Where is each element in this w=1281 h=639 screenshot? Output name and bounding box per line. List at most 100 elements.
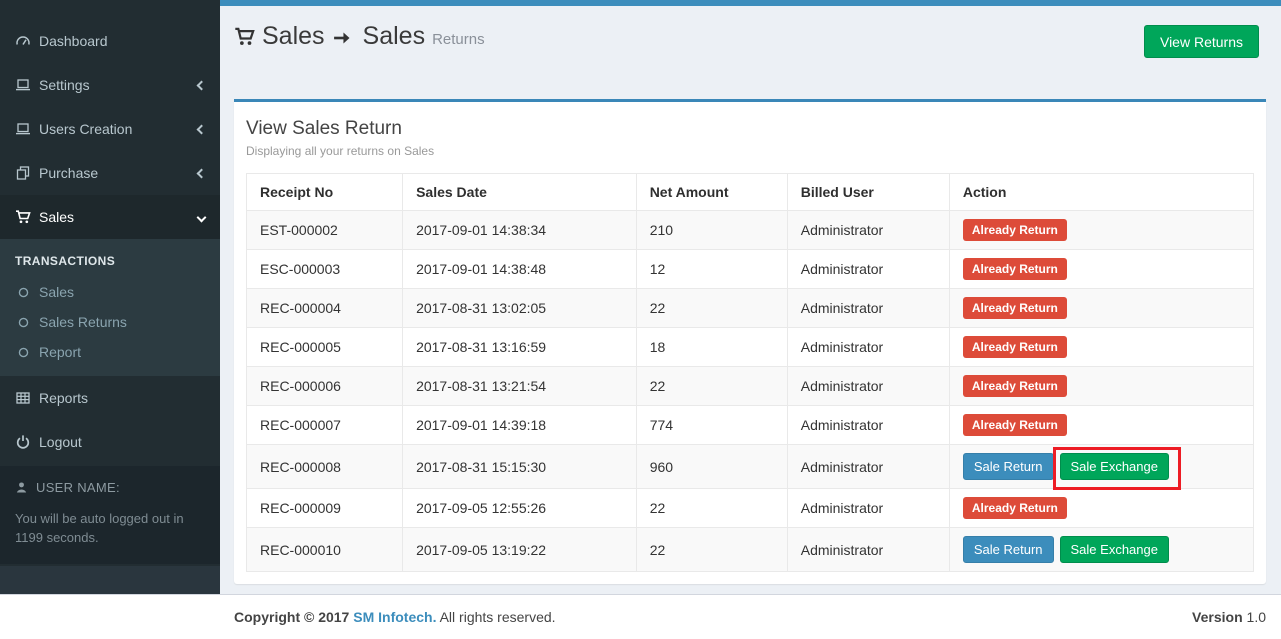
billed-user-cell: Administrator (786, 444, 950, 489)
sidebar-item-label: Reports (39, 390, 89, 406)
net-amount-cell: 22 (635, 527, 788, 572)
copy-icon (15, 165, 39, 181)
sidebar-subitem-sales-returns[interactable]: Sales Returns (0, 307, 220, 337)
sidebar-item-users-creation[interactable]: Users Creation (0, 107, 220, 151)
billed-user-cell: Administrator (786, 288, 950, 328)
table-row: ESC-000003 2017-09-01 14:38:48 12 Administr… (245, 249, 1255, 289)
sidebar-item-dashboard[interactable]: Dashboard (0, 19, 220, 63)
net-amount-cell: 960 (635, 444, 788, 489)
action-cell: Already Return (948, 249, 1255, 289)
main-content: Sales Sales Returns View Returns View Sa… (220, 0, 1281, 594)
dashboard-icon (15, 33, 39, 49)
col-header-sales-date: Sales Date (402, 173, 637, 211)
desktop-icon (15, 121, 39, 137)
action-cell: Already Return (948, 405, 1255, 445)
col-header-billed-user: Billed User (786, 173, 950, 211)
billed-user-cell: Administrator (786, 210, 950, 250)
sidebar-item-reports[interactable]: Reports (0, 376, 220, 420)
sales-date-cell: 2017-09-01 14:39:18 (402, 405, 637, 445)
view-returns-button[interactable]: View Returns (1143, 25, 1259, 58)
sidebar-menu-bottom: Reports Logout (0, 376, 220, 464)
sales-date-cell: 2017-08-31 13:21:54 (402, 366, 637, 406)
sale-return-button[interactable]: Sale Return (962, 453, 1054, 480)
already-return-badge: Already Return (962, 336, 1067, 358)
action-cell: Already Return (948, 366, 1255, 406)
already-return-badge: Already Return (962, 497, 1067, 519)
sale-exchange-button[interactable]: Sale Exchange (1059, 536, 1169, 563)
table-header-row: Receipt No Sales Date Net Amount Billed … (245, 173, 1255, 211)
billed-user-cell: Administrator (786, 527, 950, 572)
chevron-left-icon (196, 80, 207, 90)
net-amount-cell: 22 (635, 488, 788, 528)
sidebar-item-sales[interactable]: Sales (0, 195, 220, 239)
sidebar-item-label: Dashboard (39, 33, 108, 49)
sidebar-subitem-report[interactable]: Report (0, 337, 220, 367)
action-cell: Sale Return Sale Exchange (948, 444, 1255, 490)
circle-icon (18, 287, 29, 297)
table-row: REC-000010 2017-09-05 13:19:22 22 Administr… (245, 527, 1255, 572)
sales-return-panel: View Sales Return Displaying all your re… (234, 99, 1266, 584)
sales-table-body: EST-000002 2017-09-01 14:38:34 210 Administ… (245, 210, 1255, 572)
sale-return-button[interactable]: Sale Return (962, 536, 1054, 563)
net-amount-cell: 774 (635, 405, 788, 445)
circle-icon (18, 347, 29, 357)
table-row: REC-000006 2017-08-31 13:21:54 22 Administr… (245, 366, 1255, 406)
sales-date-cell: 2017-08-31 15:15:30 (402, 444, 637, 489)
col-header-action: Action (948, 173, 1255, 211)
user-name-label: USER NAME: (36, 480, 120, 495)
brand-link[interactable]: SM Infotech. (353, 609, 437, 625)
net-amount-cell: 18 (635, 327, 788, 367)
shopping-cart-icon (15, 209, 39, 225)
sales-date-cell: 2017-09-05 12:55:26 (402, 488, 637, 528)
col-header-receipt-no: Receipt No (245, 173, 404, 211)
net-amount-cell: 12 (635, 249, 788, 289)
receipt-no-cell: REC-000006 (245, 366, 404, 406)
action-cell: Already Return (948, 210, 1255, 250)
highlighted-action: Sale Exchange (1052, 447, 1181, 490)
sidebar-item-label: Purchase (39, 165, 99, 181)
sales-date-cell: 2017-09-01 14:38:34 (402, 210, 637, 250)
sidebar-subitem-label: Sales (39, 284, 75, 300)
already-return-badge: Already Return (962, 258, 1067, 280)
panel-title: View Sales Return (246, 118, 402, 139)
chevron-left-icon (196, 124, 207, 134)
already-return-badge: Already Return (962, 219, 1067, 241)
auto-logout-notice: You will be auto logged out in 1199 seco… (15, 511, 184, 545)
receipt-no-cell: REC-000010 (245, 527, 404, 572)
billed-user-cell: Administrator (786, 488, 950, 528)
table-row: REC-000004 2017-08-31 13:02:05 22 Administr… (245, 288, 1255, 328)
receipt-no-cell: REC-000007 (245, 405, 404, 445)
circle-icon (18, 317, 29, 327)
billed-user-cell: Administrator (786, 327, 950, 367)
transactions-section-label: TRANSACTIONS (15, 254, 116, 268)
table-icon (15, 390, 39, 406)
already-return-badge: Already Return (962, 414, 1067, 436)
sales-date-cell: 2017-09-05 13:19:22 (402, 527, 637, 572)
sidebar-subitem-label: Report (39, 344, 82, 360)
sale-exchange-button[interactable]: Sale Exchange (1059, 453, 1169, 480)
sidebar-user-panel: USER NAME: You will be auto logged out i… (0, 466, 220, 564)
sidebar-item-label: Settings (39, 77, 90, 93)
sidebar: Dashboard Settings Users Creation (0, 0, 220, 594)
net-amount-cell: 22 (635, 366, 788, 406)
cart-icon (235, 27, 255, 45)
billed-user-cell: Administrator (786, 249, 950, 289)
action-cell: Already Return (948, 488, 1255, 528)
sales-date-cell: 2017-08-31 13:02:05 (402, 288, 637, 328)
table-row: REC-000005 2017-08-31 13:16:59 18 Administr… (245, 327, 1255, 367)
laptop-icon (15, 77, 39, 93)
chevron-left-icon (196, 168, 207, 178)
sidebar-item-purchase[interactable]: Purchase (0, 151, 220, 195)
sidebar-item-logout[interactable]: Logout (0, 420, 220, 464)
title-primary: Sales (262, 22, 325, 50)
sidebar-item-settings[interactable]: Settings (0, 63, 220, 107)
sidebar-item-label: Sales (39, 209, 75, 225)
net-amount-cell: 22 (635, 288, 788, 328)
table-row: REC-000009 2017-09-05 12:55:26 22 Administr… (245, 488, 1255, 528)
action-cell: Sale Return Sale Exchange (948, 527, 1255, 572)
billed-user-cell: Administrator (786, 405, 950, 445)
already-return-badge: Already Return (962, 375, 1067, 397)
sidebar-subitem-sales[interactable]: Sales (0, 277, 220, 307)
billed-user-cell: Administrator (786, 366, 950, 406)
